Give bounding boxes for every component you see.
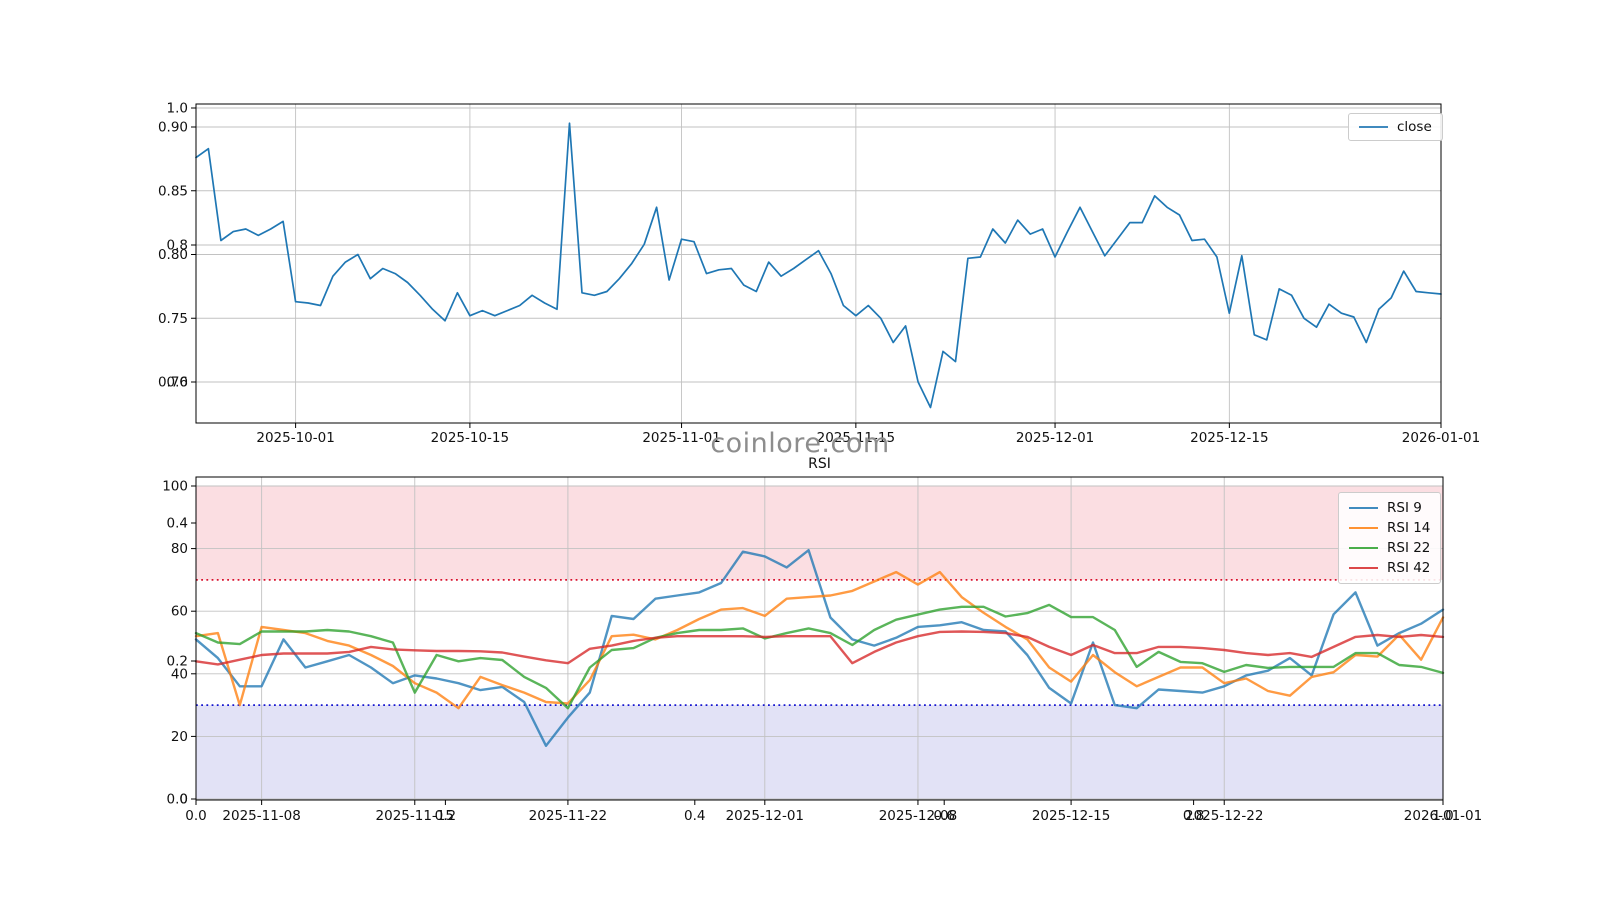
x-tick-label-secondary: 1.0 — [1432, 808, 1453, 824]
y-tick-label: 40 — [171, 666, 188, 682]
legend-item-rsi22: RSI 22 — [1349, 538, 1430, 558]
y-tick-label: 20 — [171, 729, 188, 745]
x-tick-label: 2025-11-15 — [376, 808, 454, 824]
rsi-panel-title: RSI — [808, 456, 831, 472]
y-tick-label-secondary: 0.2 — [167, 654, 188, 670]
rsi9-line-sample-icon — [1349, 507, 1378, 509]
close-line-sample-icon — [1359, 126, 1388, 128]
x-tick-label: 2025-12-01 — [726, 808, 804, 824]
y-tick-label-secondary: 1.0 — [167, 101, 188, 117]
y-tick-label: 80 — [171, 541, 188, 557]
legend-label-rsi14: RSI 14 — [1387, 520, 1431, 536]
x-tick-label: 2026-01-01 — [1402, 430, 1480, 446]
legend-label-rsi22: RSI 22 — [1387, 540, 1431, 556]
y-tick-label: 0.75 — [158, 311, 188, 327]
y-tick-label: 0 — [179, 792, 188, 808]
y-tick-label: 0.85 — [158, 183, 188, 199]
watermark: coinlore.com — [710, 428, 890, 459]
x-tick-label: 2026-01-01 — [1404, 808, 1482, 824]
y-tick-label-secondary: 0.0 — [167, 792, 188, 808]
x-tick-label-secondary: 0.6 — [933, 808, 954, 824]
x-tick-label-secondary: 0.8 — [1183, 808, 1204, 824]
x-tick-label: 2025-11-08 — [222, 808, 300, 824]
x-tick-label: 2025-10-01 — [256, 430, 334, 446]
rsi42-line-sample-icon — [1349, 567, 1378, 569]
x-tick-label: 2025-11-01 — [642, 430, 720, 446]
x-tick-label: 2025-12-08 — [879, 808, 957, 824]
x-tick-label: 2025-12-01 — [1016, 430, 1094, 446]
legend-close: close — [1348, 113, 1443, 141]
legend-item-rsi14: RSI 14 — [1349, 518, 1430, 538]
x-tick-label-secondary: 0.2 — [435, 808, 456, 824]
legend-label-rsi9: RSI 9 — [1387, 500, 1422, 516]
y-tick-label: 0.70 — [158, 375, 188, 391]
rsi14-line-sample-icon — [1349, 527, 1378, 529]
legend-item-rsi9: RSI 9 — [1349, 498, 1430, 518]
x-tick-label: 2025-12-15 — [1032, 808, 1110, 824]
y-tick-label: 60 — [171, 604, 188, 620]
x-tick-label-secondary: 0.0 — [185, 808, 206, 824]
y-tick-label-secondary: 0.8 — [167, 238, 188, 254]
y-tick-label-secondary: 0.4 — [167, 516, 188, 532]
x-tick-label-secondary: 0.4 — [684, 808, 705, 824]
y-tick-label-secondary: 0.6 — [167, 375, 188, 391]
y-tick-label: 100 — [162, 479, 188, 495]
legend-item-close: close — [1359, 119, 1432, 135]
legend-rsi: RSI 9 RSI 14 RSI 22 RSI 42 — [1338, 492, 1442, 584]
legend-label-rsi42: RSI 42 — [1387, 560, 1431, 576]
x-tick-label: 2025-11-22 — [529, 808, 607, 824]
y-tick-label: 0.80 — [158, 247, 188, 263]
x-tick-label: 2025-11-15 — [817, 430, 895, 446]
legend-item-rsi42: RSI 42 — [1349, 558, 1430, 578]
y-tick-label: 0.90 — [158, 120, 188, 136]
legend-label-close: close — [1397, 119, 1432, 135]
x-tick-label: 2025-10-15 — [431, 430, 509, 446]
rsi22-line-sample-icon — [1349, 547, 1378, 549]
x-tick-label: 2025-12-22 — [1185, 808, 1263, 824]
x-tick-label: 2025-12-15 — [1190, 430, 1268, 446]
